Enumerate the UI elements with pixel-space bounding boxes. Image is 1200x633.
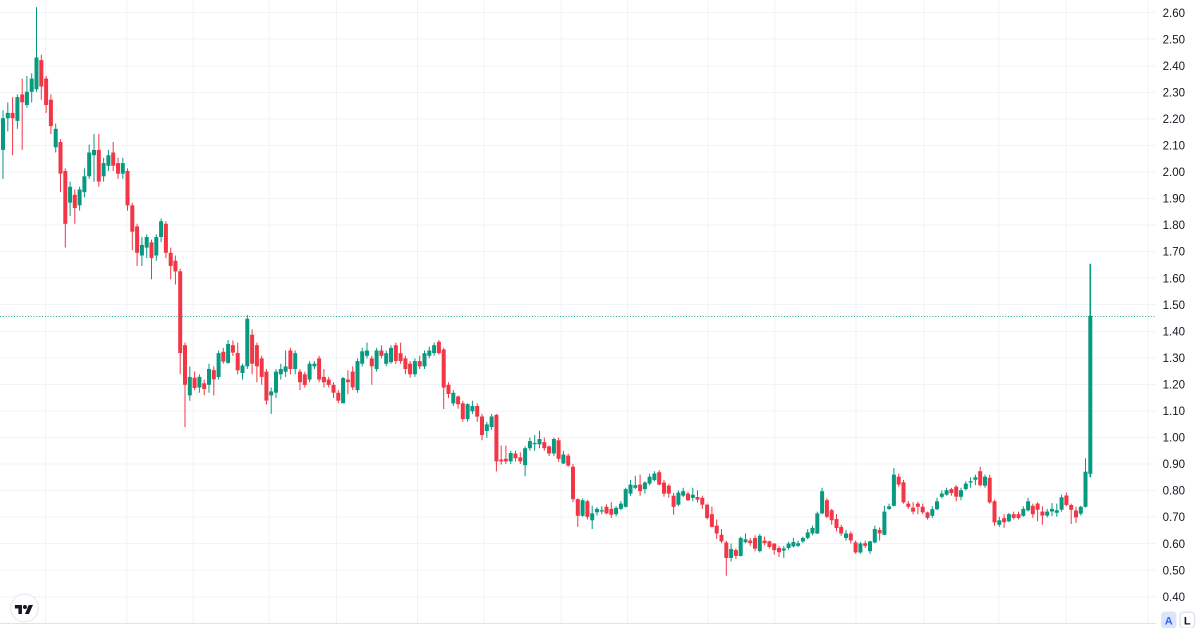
svg-text:2.00: 2.00 (1163, 167, 1185, 179)
svg-text:0.60: 0.60 (1163, 539, 1185, 551)
svg-text:1.80: 1.80 (1163, 220, 1185, 232)
svg-text:2.30: 2.30 (1163, 87, 1185, 99)
svg-text:1.40: 1.40 (1163, 326, 1185, 338)
svg-text:1.50: 1.50 (1163, 300, 1185, 312)
svg-text:1.00: 1.00 (1163, 433, 1185, 445)
svg-text:1.70: 1.70 (1163, 247, 1185, 259)
svg-text:2.20: 2.20 (1163, 114, 1185, 126)
svg-text:0.80: 0.80 (1163, 486, 1185, 498)
svg-text:A: A (1165, 616, 1173, 628)
svg-text:0.50: 0.50 (1163, 565, 1185, 577)
svg-text:2.50: 2.50 (1163, 34, 1185, 46)
svg-text:0.90: 0.90 (1163, 459, 1185, 471)
svg-text:L: L (1184, 616, 1191, 628)
svg-text:1.10: 1.10 (1163, 406, 1185, 418)
svg-text:0.70: 0.70 (1163, 512, 1185, 524)
svg-text:2.40: 2.40 (1163, 61, 1185, 73)
svg-text:2.60: 2.60 (1163, 8, 1185, 20)
svg-text:0.40: 0.40 (1163, 592, 1185, 604)
svg-text:1.20: 1.20 (1163, 380, 1185, 392)
svg-text:1.60: 1.60 (1163, 273, 1185, 285)
svg-text:1.90: 1.90 (1163, 194, 1185, 206)
svg-text:1.30: 1.30 (1163, 353, 1185, 365)
svg-text:2.10: 2.10 (1163, 141, 1185, 153)
